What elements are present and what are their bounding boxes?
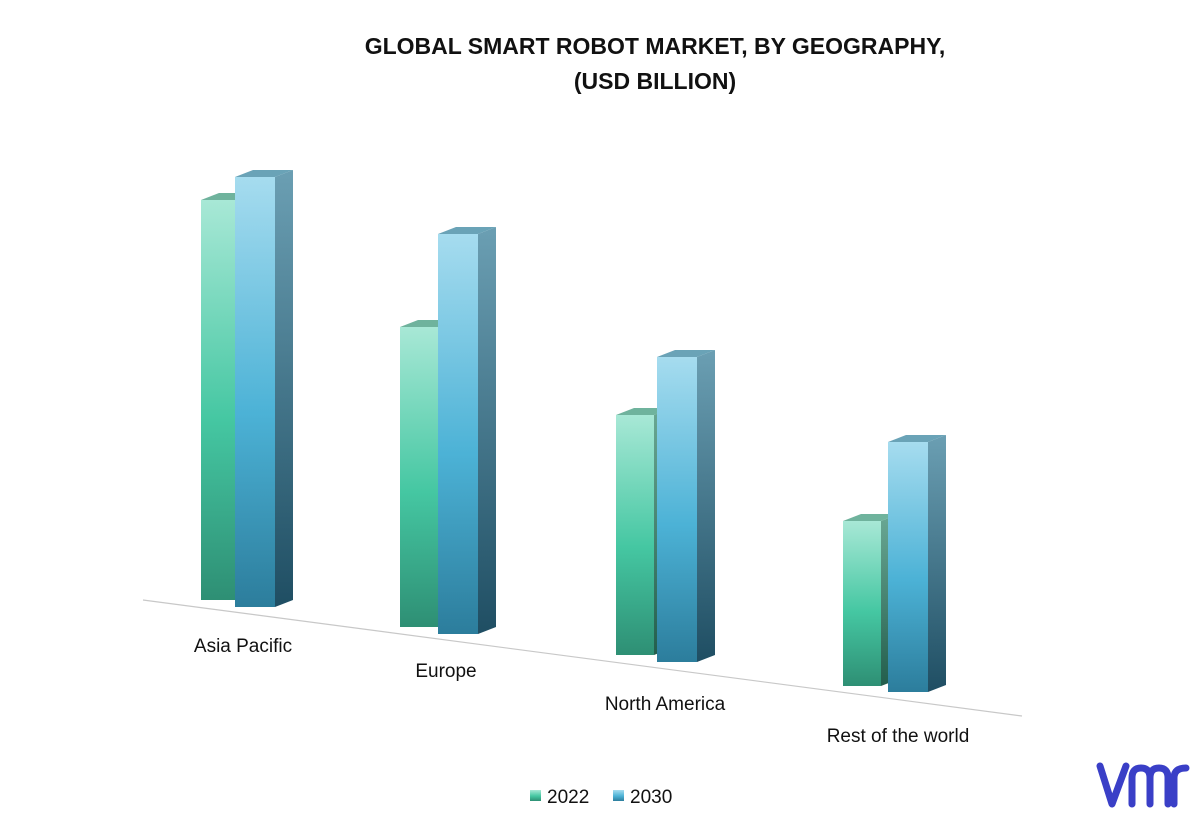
bar-2030-rest-of-the-world-side [928,435,946,692]
bars-group [201,170,946,692]
category-label-europe: Europe [415,661,476,682]
bar-2022-asia-pacific-front [201,200,239,600]
bar-2030-asia-pacific-top [235,170,293,177]
chart-title-line-1: GLOBAL SMART ROBOT MARKET, BY GEOGRAPHY, [365,33,946,59]
chart-title-line-2: (USD BILLION) [574,68,736,94]
category-labels: Asia Pacific Europe North America Rest of t… [194,636,969,747]
bar-2030-europe [438,227,496,634]
bar-2030-rest-of-the-world-front [888,442,928,692]
legend-label-2030: 2030 [630,787,672,808]
bar-2030-europe-side [478,227,496,634]
category-label-asia-pacific: Asia Pacific [194,636,292,657]
category-label-rest-of-the-world: Rest of the world [827,726,970,747]
bar-2022-rest-of-the-world-top [843,514,899,521]
bar-2030-asia-pacific-front [235,177,275,607]
vmr-logo [1096,762,1190,808]
bar-2030-north-america-side [697,350,715,662]
bar-2030-europe-top [438,227,496,234]
bar-2022-rest-of-the-world-front [843,521,881,686]
legend-swatch-2022 [530,790,541,801]
bar-2030-north-america-front [657,357,697,662]
bar-2030-europe-front [438,234,478,634]
bar-2030-rest-of-the-world [888,435,946,692]
category-label-north-america: North America [605,694,726,715]
legend-swatch-2030 [613,790,624,801]
bar-2030-north-america-top [657,350,715,357]
bar-2022-europe-front [400,327,438,627]
bar-2030-asia-pacific-side [275,170,293,607]
bar-2030-asia-pacific [235,170,293,607]
bar-2022-north-america-front [616,415,654,655]
bar-2030-rest-of-the-world-top [888,435,946,442]
legend: 2022 2030 [530,787,672,808]
bar-2030-north-america [657,350,715,662]
x-axis-line [142,599,1023,717]
legend-label-2022: 2022 [547,787,589,808]
